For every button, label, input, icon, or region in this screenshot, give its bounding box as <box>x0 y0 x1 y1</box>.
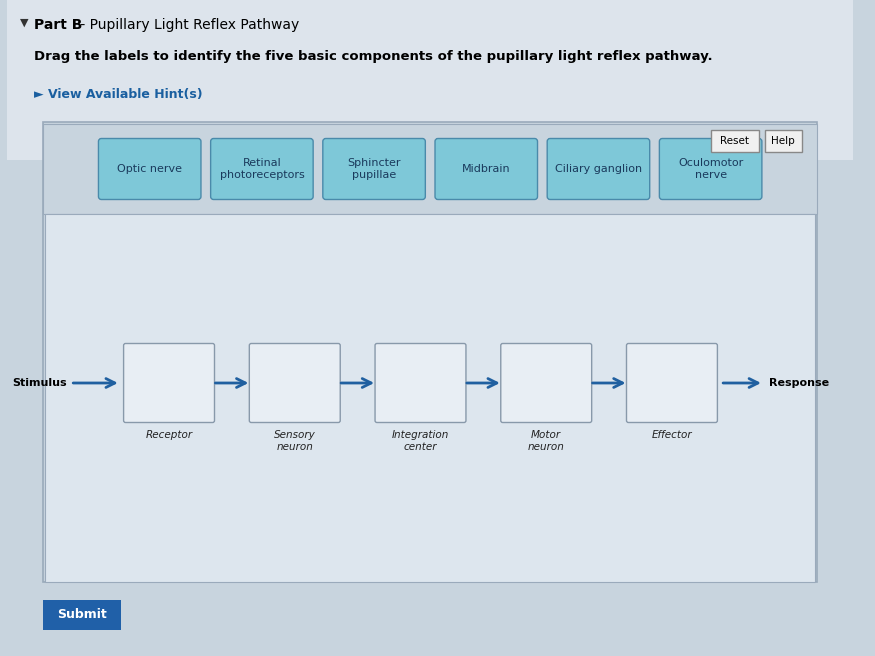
Text: Retinal
photoreceptors: Retinal photoreceptors <box>220 158 304 180</box>
Bar <box>46 214 816 582</box>
Text: Part B: Part B <box>33 18 82 32</box>
Text: Effector: Effector <box>652 430 692 440</box>
Text: Sphincter
pupillae: Sphincter pupillae <box>347 158 401 180</box>
Bar <box>765 130 802 152</box>
Text: Sensory
neuron: Sensory neuron <box>274 430 316 452</box>
FancyBboxPatch shape <box>249 344 340 422</box>
Text: Response: Response <box>768 378 829 388</box>
FancyBboxPatch shape <box>547 138 650 199</box>
FancyBboxPatch shape <box>375 344 466 422</box>
Bar <box>44 122 817 582</box>
Text: Submit: Submit <box>57 609 107 621</box>
FancyBboxPatch shape <box>211 138 313 199</box>
Text: Motor
neuron: Motor neuron <box>528 430 564 452</box>
Text: Receptor: Receptor <box>145 430 192 440</box>
Bar <box>44 124 817 214</box>
FancyBboxPatch shape <box>660 138 762 199</box>
Text: Oculomotor
nerve: Oculomotor nerve <box>678 158 743 180</box>
Text: Optic nerve: Optic nerve <box>117 164 182 174</box>
Text: ▼: ▼ <box>20 18 29 28</box>
Text: Midbrain: Midbrain <box>462 164 511 174</box>
Bar <box>44 600 121 630</box>
Text: - Pupillary Light Reflex Pathway: - Pupillary Light Reflex Pathway <box>76 18 299 32</box>
FancyBboxPatch shape <box>123 344 214 422</box>
Text: Integration
center: Integration center <box>392 430 449 452</box>
Text: Ciliary ganglion: Ciliary ganglion <box>555 164 642 174</box>
FancyBboxPatch shape <box>626 344 718 422</box>
Text: Help: Help <box>771 136 795 146</box>
Bar <box>7 0 853 160</box>
Text: Reset: Reset <box>720 136 749 146</box>
FancyBboxPatch shape <box>99 138 201 199</box>
Text: Drag the labels to identify the five basic components of the pupillary light ref: Drag the labels to identify the five bas… <box>33 50 712 63</box>
Text: ► View Available Hint(s): ► View Available Hint(s) <box>33 88 202 101</box>
FancyBboxPatch shape <box>500 344 592 422</box>
FancyBboxPatch shape <box>323 138 425 199</box>
Text: Stimulus: Stimulus <box>12 378 66 388</box>
FancyBboxPatch shape <box>435 138 537 199</box>
Bar <box>710 130 759 152</box>
